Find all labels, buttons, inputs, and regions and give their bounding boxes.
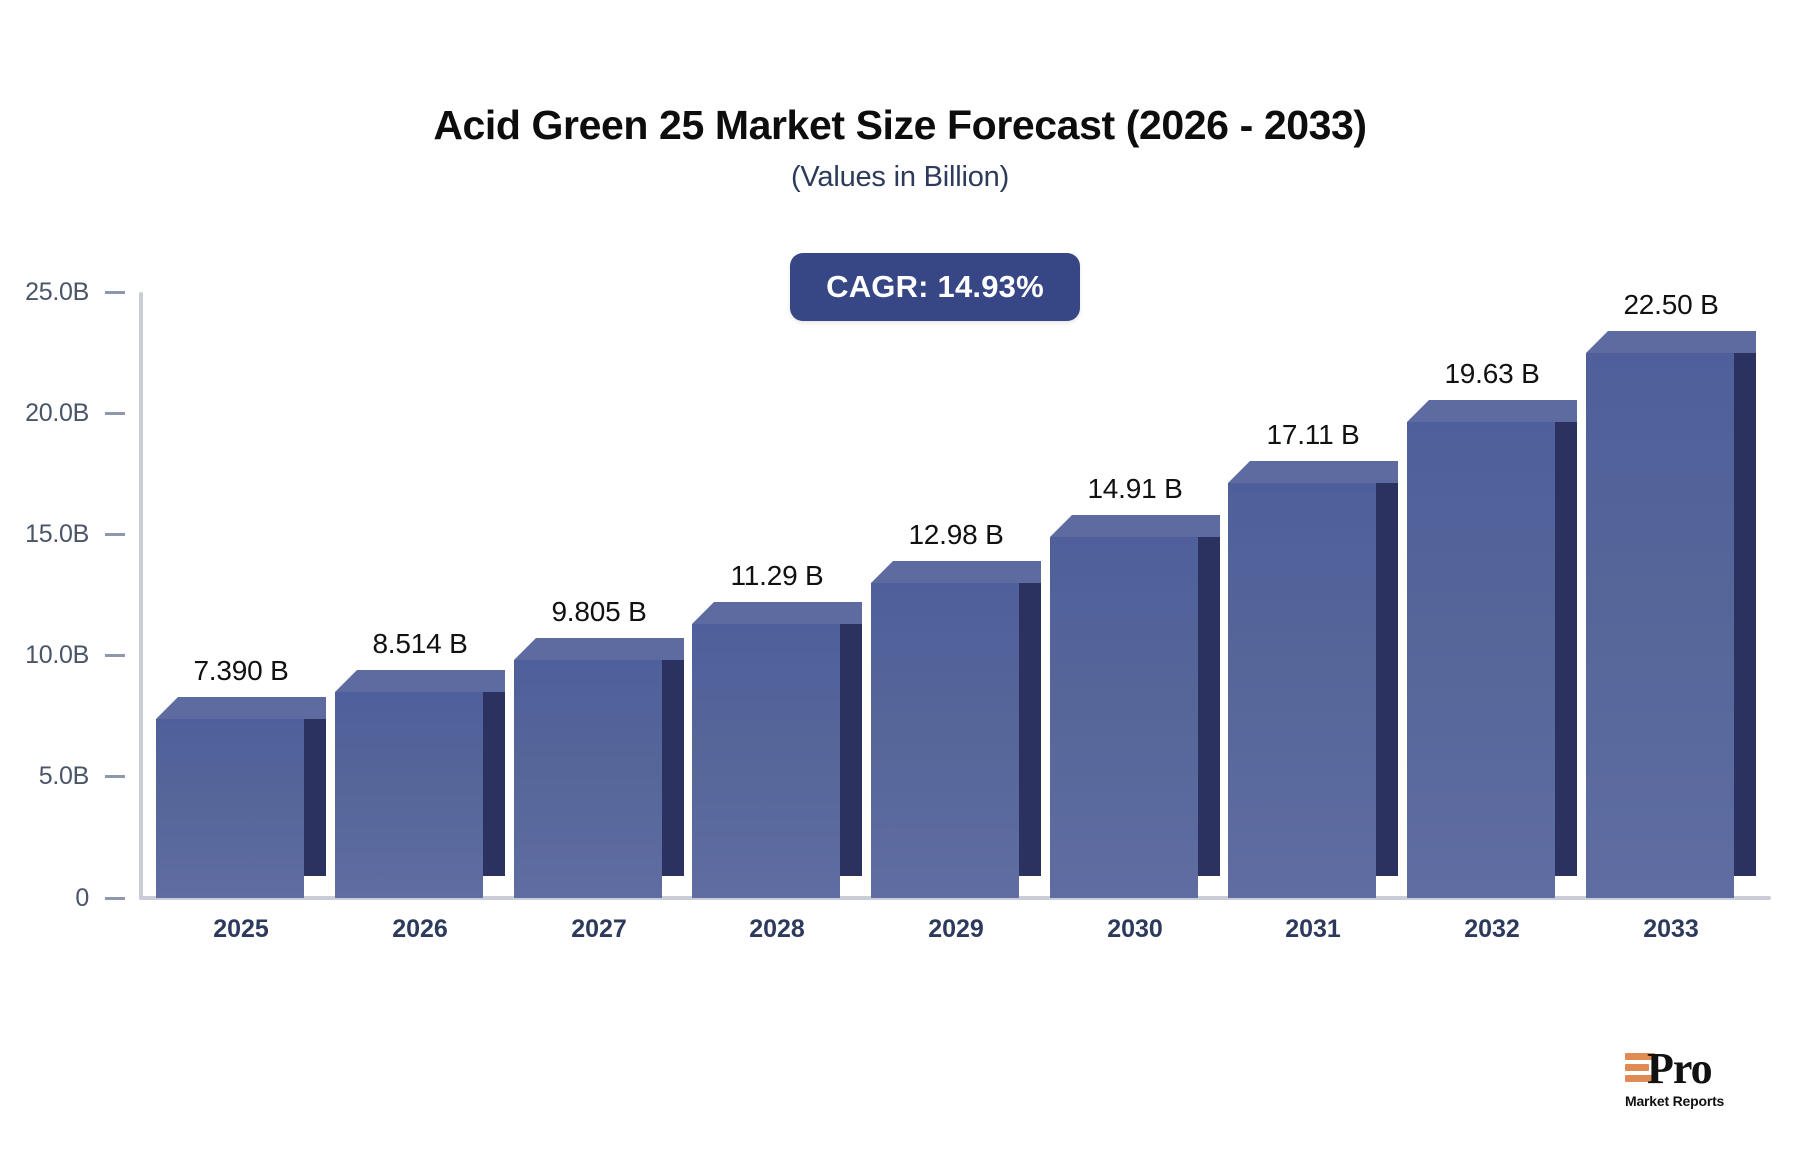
bar-front-face: [871, 583, 1019, 898]
x-axis-tick-label: 2029: [928, 915, 984, 943]
bar: [1228, 461, 1398, 898]
bar-front-face: [692, 624, 840, 898]
y-axis-tick-mark: [105, 654, 125, 658]
logo-bar-1: [1625, 1053, 1655, 1060]
bar-top-face: [335, 670, 505, 692]
y-axis-tick-mark: [105, 411, 125, 415]
logo-bar-3: [1625, 1075, 1655, 1082]
bar: [1050, 515, 1220, 898]
x-axis-tick-label: 2025: [213, 915, 269, 943]
y-axis-tick: 15.0B: [0, 520, 139, 548]
bar-front-face: [514, 660, 662, 898]
bar-side-face: [483, 670, 505, 876]
bar-front-face: [1407, 422, 1555, 898]
bar-top-face: [1407, 400, 1577, 422]
bar: [514, 638, 684, 898]
bar: [871, 561, 1041, 898]
bar-value-label: 8.514 B: [372, 628, 468, 659]
bar-value-label: 19.63 B: [1444, 358, 1540, 389]
bar-value-label: 14.91 B: [1087, 473, 1183, 504]
x-axis-tick-label: 2033: [1643, 915, 1699, 943]
bar-value-label: 22.50 B: [1623, 289, 1719, 320]
cagr-badge: CAGR: 14.93%: [790, 253, 1080, 321]
bar-top-face: [871, 561, 1041, 583]
y-axis-tick-label: 5.0B: [38, 762, 90, 791]
bar-top-face: [692, 602, 862, 624]
bar-side-face: [1376, 461, 1398, 876]
bar-value-label: 7.390 B: [193, 655, 289, 686]
bar-side-face: [1734, 331, 1756, 876]
x-axis-tick-label: 2028: [749, 915, 805, 943]
x-axis-tick-label: 2027: [571, 915, 627, 943]
y-axis-tick-label: 10.0B: [25, 641, 89, 670]
x-axis-tick-label: 2032: [1464, 915, 1520, 943]
y-axis-tick-label: 20.0B: [25, 398, 89, 427]
bar-top-face: [156, 697, 326, 719]
y-axis-line: [139, 292, 143, 900]
x-axis-line: [139, 896, 1771, 900]
bar-value-label: 12.98 B: [908, 519, 1004, 550]
bar-side-face: [1019, 561, 1041, 876]
y-axis-tick-mark: [105, 532, 125, 536]
x-axis-tick-label: 2026: [392, 915, 448, 943]
bar-side-face: [304, 697, 326, 876]
y-axis-tick-mark: [105, 896, 125, 900]
chart-title: Acid Green 25 Market Size Forecast (2026…: [433, 102, 1367, 148]
brand-logo: Pro Market Reports: [1625, 1043, 1775, 1115]
logo-name: Pro: [1647, 1044, 1713, 1093]
y-axis-tick: 10.0B: [0, 641, 139, 669]
bar: [156, 697, 326, 898]
bar-side-face: [1198, 515, 1220, 876]
bar: [1586, 331, 1756, 898]
bar-front-face: [335, 692, 483, 898]
cagr-label: CAGR: 14.93%: [826, 269, 1044, 304]
y-axis-tick-label: 0: [75, 883, 89, 912]
chart-subtitle: (Values in Billion): [790, 161, 1010, 194]
bar-side-face: [840, 602, 862, 876]
bar-side-face: [662, 638, 684, 876]
bar-front-face: [156, 719, 304, 898]
bar-top-face: [1228, 461, 1398, 483]
logo-tagline: Market Reports: [1625, 1093, 1725, 1109]
bar-top-face: [514, 638, 684, 660]
y-axis-tick: 0: [0, 884, 139, 912]
y-axis-tick-label: 25.0B: [25, 277, 89, 306]
logo-bar-2: [1625, 1064, 1649, 1071]
bar-top-face: [1586, 331, 1756, 353]
bar-top-face: [1050, 515, 1220, 537]
bar-value-label: 9.805 B: [551, 596, 647, 627]
y-axis-tick-label: 15.0B: [25, 519, 89, 548]
chart-header: Acid Green 25 Market Size Forecast (2026…: [0, 102, 1800, 194]
x-axis-tick-label: 2031: [1285, 915, 1341, 943]
bar-side-face: [1555, 400, 1577, 876]
y-axis-tick-mark: [105, 290, 125, 294]
bar: [692, 602, 862, 898]
y-axis-tick: 5.0B: [0, 762, 139, 790]
y-axis-tick: 20.0B: [0, 399, 139, 427]
bar-value-label: 11.29 B: [730, 560, 824, 591]
bar-front-face: [1586, 353, 1734, 898]
logo-bars-icon: [1625, 1051, 1655, 1091]
bar-front-face: [1228, 483, 1376, 898]
y-axis-tick: 25.0B: [0, 278, 139, 306]
bar-value-label: 17.11 B: [1266, 419, 1360, 450]
bar-front-face: [1050, 537, 1198, 898]
y-axis-tick-mark: [105, 775, 125, 779]
x-axis-tick-label: 2030: [1107, 915, 1163, 943]
bar: [335, 670, 505, 898]
bar: [1407, 400, 1577, 898]
